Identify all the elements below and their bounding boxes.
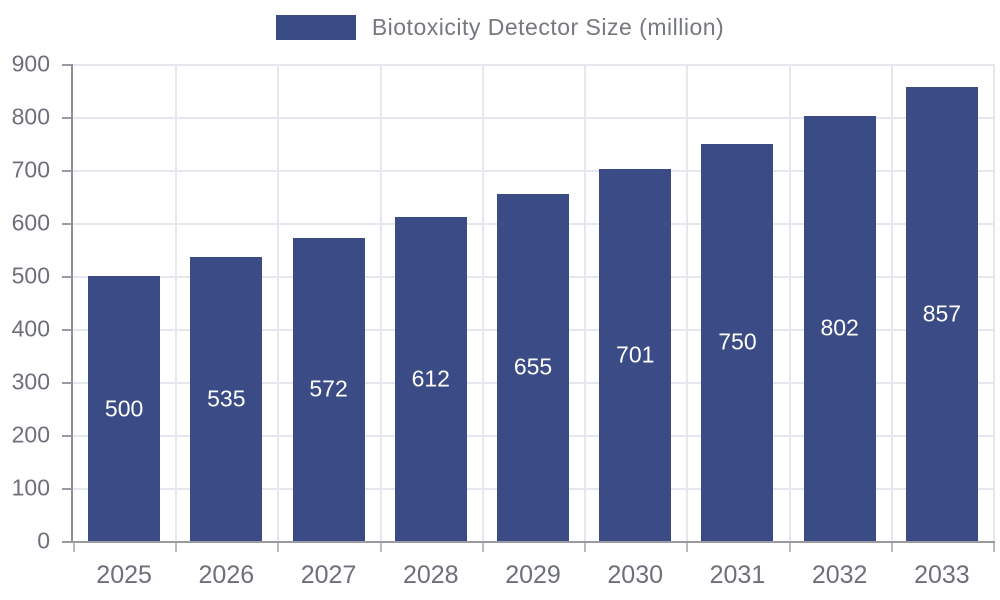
x-gridline	[788, 64, 791, 541]
y-axis-tick	[62, 435, 71, 437]
x-axis-tick	[788, 543, 791, 552]
x-gridline	[277, 64, 280, 541]
legend[interactable]: Biotoxicity Detector Size (million)	[0, 14, 1000, 41]
bar-value-label: 802	[820, 314, 859, 341]
y-axis-tick-label: 0	[37, 527, 50, 554]
y-gridline	[73, 117, 993, 119]
y-axis-tick	[62, 541, 71, 543]
plot-area: 500 535 572 612 655 701 750 802 857 0 100 200 300 40…	[12, 51, 995, 589]
y-axis-tick	[62, 64, 71, 66]
y-gridline	[73, 170, 993, 172]
bar-value-label: 701	[616, 341, 655, 368]
bar-2025[interactable]: 500	[88, 276, 161, 541]
x-axis-category-label: 2025	[96, 561, 152, 589]
bar-2026[interactable]: 535	[190, 257, 263, 541]
bar-2030[interactable]: 701	[599, 169, 672, 541]
y-axis-tick	[62, 276, 71, 278]
y-axis-tick	[62, 170, 71, 172]
x-axis-category-label: 2033	[914, 561, 970, 589]
x-gridline	[379, 64, 382, 541]
x-axis-category-label: 2031	[709, 561, 766, 589]
x-axis-tick	[175, 543, 178, 552]
bar-2031[interactable]: 750	[701, 143, 774, 541]
x-axis-tick	[481, 543, 484, 552]
x-axis-category-label: 2030	[607, 561, 664, 589]
bar-value-label: 535	[207, 385, 246, 412]
y-axis-tick	[62, 329, 71, 331]
x-axis-tick	[73, 543, 75, 552]
bar-2032[interactable]: 802	[803, 115, 876, 541]
x-axis-tick	[277, 543, 280, 552]
y-axis-line	[71, 64, 73, 541]
y-axis-tick-label: 100	[11, 474, 50, 501]
bar-2029[interactable]: 655	[497, 193, 569, 541]
y-axis-tick-label: 300	[11, 368, 50, 395]
x-axis-tick	[890, 543, 893, 552]
y-gridline	[73, 64, 993, 66]
y-axis-tick-label: 500	[11, 262, 50, 289]
y-axis-tick	[62, 117, 71, 119]
x-gridline	[686, 64, 689, 541]
y-axis-tick-label: 400	[11, 315, 50, 342]
bar-value-label: 572	[309, 375, 348, 402]
bar-2027[interactable]: 572	[292, 237, 365, 541]
x-axis-category-label: 2029	[505, 561, 561, 589]
y-axis-tick	[62, 488, 71, 490]
x-axis-category-label: 2027	[300, 561, 357, 589]
x-axis-tick	[993, 543, 995, 552]
bar-2028[interactable]: 612	[394, 216, 467, 541]
x-axis-line	[63, 541, 995, 543]
x-axis-category-label: 2032	[811, 561, 868, 589]
y-axis-tick	[62, 223, 71, 225]
y-axis-tick-label: 600	[11, 209, 50, 236]
x-axis-tick	[686, 543, 689, 552]
x-axis-category-label: 2026	[198, 561, 255, 589]
legend-swatch-icon	[275, 15, 356, 40]
x-axis-tick	[379, 543, 382, 552]
x-gridline	[890, 64, 893, 541]
x-gridline	[584, 64, 587, 541]
bar-value-label: 857	[922, 300, 962, 327]
y-axis-tick-label: 700	[11, 156, 50, 183]
y-axis-tick-label: 900	[11, 50, 50, 77]
x-axis-tick	[584, 543, 587, 552]
y-axis-tick-label: 200	[11, 421, 50, 448]
bar-value-label: 612	[411, 365, 450, 392]
y-axis-tick	[62, 382, 71, 384]
legend-label: Biotoxicity Detector Size (million)	[371, 14, 725, 40]
y-axis-tick-label: 800	[11, 103, 50, 130]
bar-2033[interactable]: 857	[905, 86, 978, 541]
bar-value-label: 655	[513, 353, 553, 380]
x-gridline	[481, 64, 484, 541]
x-axis-category-label: 2028	[402, 561, 459, 589]
bar-value-label: 500	[104, 395, 144, 421]
x-gridline	[175, 64, 178, 541]
bar-value-label: 750	[718, 328, 757, 355]
x-gridline	[993, 64, 995, 541]
